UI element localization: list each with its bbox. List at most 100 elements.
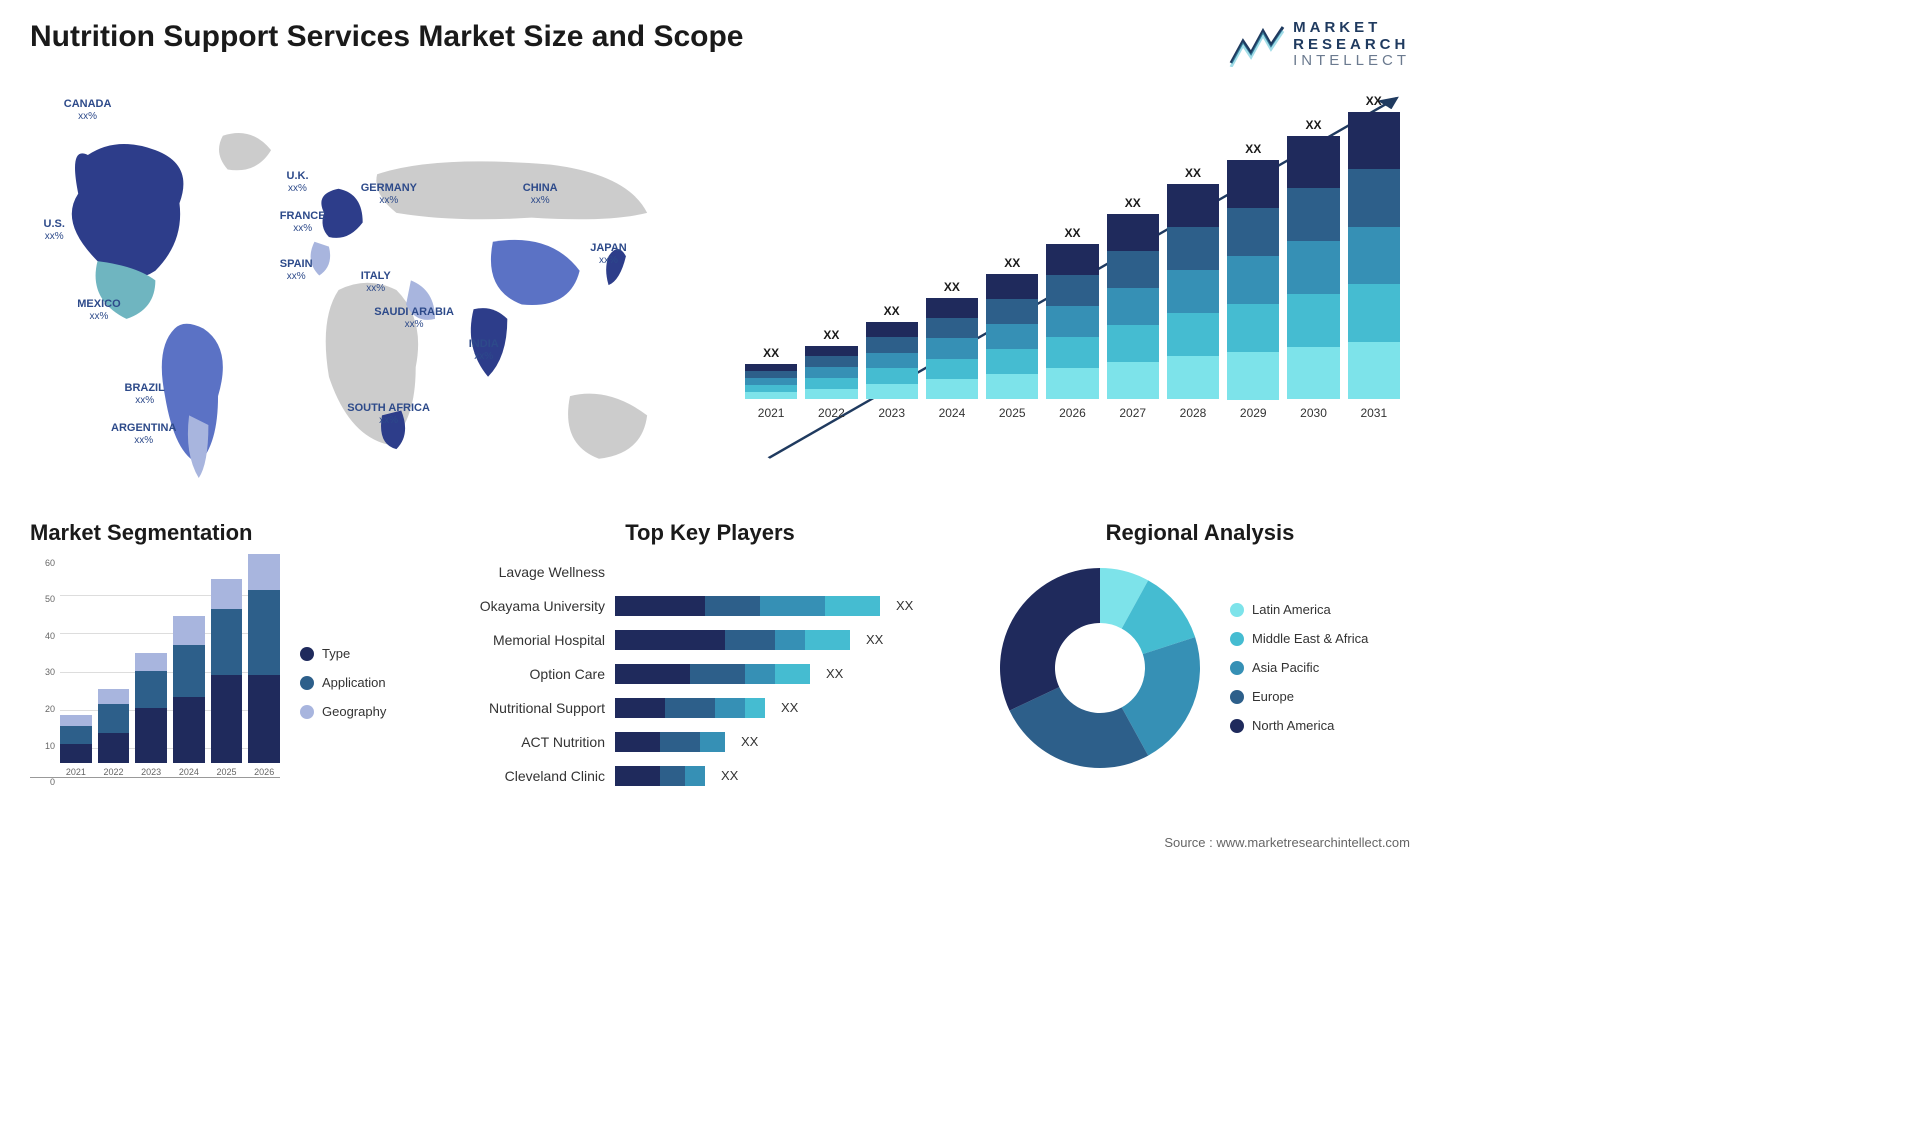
map-label-south-africa: SOUTH AFRICAxx% [347,402,430,427]
brand-logo: MARKET RESEARCH INTELLECT [1229,20,1410,70]
forecast-year-label: 2028 [1180,406,1207,420]
player-value: XX [896,598,913,613]
page-title: Nutrition Support Services Market Size a… [30,20,744,54]
player-value: XX [721,768,738,783]
forecast-bar-2029: XX2029 [1227,142,1279,420]
regional-legend-item: Asia Pacific [1230,660,1368,675]
player-value: XX [781,700,798,715]
legend-label: Middle East & Africa [1252,631,1368,646]
map-label-china: CHINAxx% [523,182,558,207]
player-row: ACT NutritionXX [450,728,970,756]
legend-swatch [1230,603,1244,617]
legend-label: Latin America [1252,602,1331,617]
forecast-value-label: XX [1306,118,1322,132]
forecast-year-label: 2026 [1059,406,1086,420]
player-name: Option Care [450,666,605,682]
forecast-value-label: XX [823,328,839,342]
forecast-bar-2030: XX2030 [1287,118,1339,420]
seg-bar-2025: 2025 [211,579,243,776]
seg-legend-item: Type [300,646,386,661]
seg-year-label: 2025 [217,767,237,777]
seg-bar-2022: 2022 [98,689,130,776]
player-row: Okayama University XX [450,592,970,620]
regional-panel: Regional Analysis Latin America Middle Ea… [990,520,1410,820]
segmentation-title: Market Segmentation [30,520,430,546]
forecast-value-label: XX [1064,226,1080,240]
seg-bar-2024: 2024 [173,616,205,777]
legend-swatch [1230,690,1244,704]
legend-label: North America [1252,718,1334,733]
map-label-u-k-: U.K.xx% [287,170,309,195]
forecast-value-label: XX [763,346,779,360]
player-row: Nutritional Support XX [450,694,970,722]
legend-swatch [300,705,314,719]
forecast-chart: XX2021XX2022XX2023XX2024XX2025XX2026XX20… [735,90,1410,490]
forecast-bar-2021: XX 2021 [745,346,797,420]
map-label-u-s-: U.S.xx% [44,218,65,243]
seg-ytick: 0 [30,777,55,787]
source-text: Source : www.marketresearchintellect.com [1164,835,1410,850]
brand-line3: INTELLECT [1293,53,1410,70]
forecast-year-label: 2025 [999,406,1026,420]
forecast-year-label: 2024 [939,406,966,420]
forecast-bar-2022: XX2022 [805,328,857,420]
forecast-year-label: 2021 [758,406,785,420]
player-row: Lavage Wellness [450,558,970,586]
regional-legend-item: Latin America [1230,602,1368,617]
forecast-value-label: XX [944,280,960,294]
player-bar [615,596,880,616]
regional-legend-item: Middle East & Africa [1230,631,1368,646]
forecast-value-label: XX [1245,142,1261,156]
map-label-spain: SPAINxx% [280,258,313,283]
map-label-germany: GERMANYxx% [361,182,417,207]
brand-line1: MARKET [1293,20,1410,37]
regional-donut [990,558,1210,778]
seg-year-label: 2026 [254,767,274,777]
player-bar [615,766,705,786]
brand-logo-icon [1229,23,1285,67]
seg-bar-2026: 2026 [248,554,280,777]
player-value: XX [741,734,758,749]
player-row: Cleveland Clinic XX [450,762,970,790]
world-map-panel: CANADAxx%U.S.xx%MEXICOxx%BRAZILxx%ARGENT… [30,90,705,490]
legend-swatch [300,647,314,661]
forecast-bar-2024: XX 2024 [926,280,978,420]
legend-swatch [1230,719,1244,733]
regional-title: Regional Analysis [990,520,1410,546]
player-name: Okayama University [450,598,605,614]
player-name: Nutritional Support [450,700,605,716]
map-label-italy: ITALYxx% [361,270,391,295]
seg-bar-2023: 2023 [135,653,167,777]
forecast-value-label: XX [1004,256,1020,270]
map-label-brazil: BRAZILxx% [125,382,165,407]
forecast-value-label: XX [1366,94,1382,108]
segmentation-panel: Market Segmentation 6050403020100 202120… [30,520,430,820]
seg-legend-item: Application [300,675,386,690]
seg-bar-2021: 2021 [60,715,92,777]
forecast-bar-2031: XX 2031 [1348,94,1400,420]
seg-legend-item: Geography [300,704,386,719]
forecast-year-label: 2031 [1360,406,1387,420]
player-bar [615,698,765,718]
seg-year-label: 2023 [141,767,161,777]
forecast-value-label: XX [884,304,900,318]
legend-label: Geography [322,704,386,719]
legend-swatch [1230,661,1244,675]
map-label-france: FRANCExx% [280,210,326,235]
donut-slice [1000,568,1100,711]
map-label-japan: JAPANxx% [590,242,626,267]
forecast-value-label: XX [1125,196,1141,210]
legend-label: Europe [1252,689,1294,704]
player-name: Lavage Wellness [450,564,605,580]
map-label-india: INDIAxx% [469,338,499,363]
forecast-bar-2027: XX 2027 [1107,196,1159,420]
forecast-bar-2023: XX2023 [866,304,918,420]
player-value: XX [826,666,843,681]
legend-swatch [1230,632,1244,646]
map-label-saudi-arabia: SAUDI ARABIAxx% [374,306,454,331]
legend-swatch [300,676,314,690]
map-label-mexico: MEXICOxx% [77,298,120,323]
legend-label: Application [322,675,386,690]
player-name: Cleveland Clinic [450,768,605,784]
forecast-year-label: 2027 [1119,406,1146,420]
